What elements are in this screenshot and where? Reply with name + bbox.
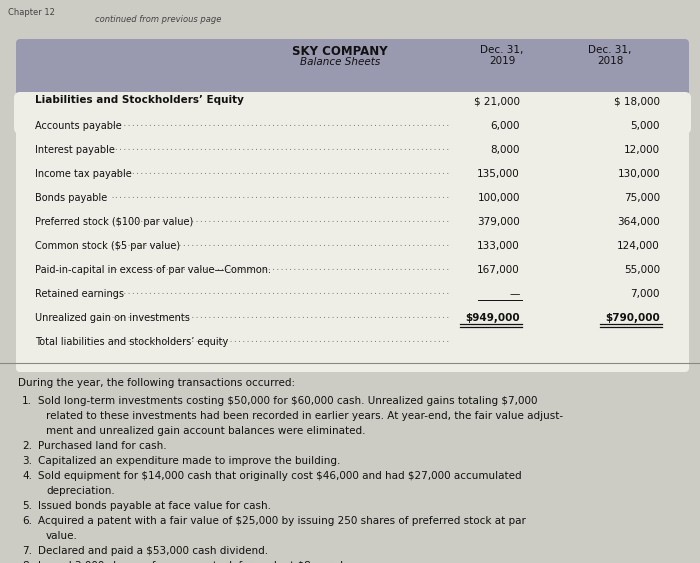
Text: Income tax payable: Income tax payable	[35, 169, 132, 179]
Text: ................................................................................: ........................................…	[110, 145, 450, 151]
Text: 1.: 1.	[22, 396, 32, 406]
Text: Retained earnings: Retained earnings	[35, 289, 124, 299]
Text: 6.: 6.	[22, 516, 32, 526]
Text: Dec. 31,: Dec. 31,	[588, 45, 631, 55]
Text: Preferred stock ($100 par value): Preferred stock ($100 par value)	[35, 217, 193, 227]
Text: 8,000: 8,000	[491, 145, 520, 155]
Text: Sold long-term investments costing $50,000 for $60,000 cash. Unrealized gains to: Sold long-term investments costing $50,0…	[38, 396, 538, 406]
Text: 8.: 8.	[22, 561, 32, 563]
FancyBboxPatch shape	[16, 39, 689, 117]
Text: Sold equipment for $14,000 cash that originally cost $46,000 and had $27,000 acc: Sold equipment for $14,000 cash that ori…	[38, 471, 522, 481]
Text: —: —	[510, 289, 520, 299]
Text: $ 18,000: $ 18,000	[614, 97, 660, 107]
Text: Issued 3,000 shares of common stock for cash at $8 per share.: Issued 3,000 shares of common stock for …	[38, 561, 367, 563]
Text: 135,000: 135,000	[477, 169, 520, 179]
FancyBboxPatch shape	[16, 39, 689, 372]
Text: ment and unrealized gain account balances were eliminated.: ment and unrealized gain account balance…	[46, 426, 365, 436]
Text: 100,000: 100,000	[477, 193, 520, 203]
Text: $ 21,000: $ 21,000	[474, 97, 520, 107]
Text: Balance Sheets: Balance Sheets	[300, 57, 380, 67]
Text: Acquired a patent with a fair value of $25,000 by issuing 250 shares of preferre: Acquired a patent with a fair value of $…	[38, 516, 526, 526]
Text: 2.: 2.	[22, 441, 32, 451]
Text: $949,000: $949,000	[466, 313, 520, 323]
Text: ................................................................................: ........................................…	[110, 169, 450, 175]
Text: Declared and paid a $53,000 cash dividend.: Declared and paid a $53,000 cash dividen…	[38, 546, 268, 556]
Text: Liabilities and Stockholders’ Equity: Liabilities and Stockholders’ Equity	[35, 95, 244, 105]
Text: value.: value.	[46, 531, 78, 541]
Text: ................................................................................: ........................................…	[110, 265, 450, 271]
Text: 2019: 2019	[489, 56, 515, 66]
Text: Purchased land for cash.: Purchased land for cash.	[38, 441, 167, 451]
Text: 2018: 2018	[597, 56, 623, 66]
Text: ................................................................................: ........................................…	[110, 241, 450, 247]
Text: Chapter 12: Chapter 12	[8, 8, 55, 17]
Text: $790,000: $790,000	[606, 313, 660, 323]
Text: 7.: 7.	[22, 546, 32, 556]
Text: 3.: 3.	[22, 456, 32, 466]
Text: ................................................................................: ........................................…	[110, 121, 450, 127]
Text: Dec. 31,: Dec. 31,	[480, 45, 524, 55]
Text: Capitalized an expenditure made to improve the building.: Capitalized an expenditure made to impro…	[38, 456, 340, 466]
Text: 75,000: 75,000	[624, 193, 660, 203]
Text: 4.: 4.	[22, 471, 32, 481]
Text: 379,000: 379,000	[477, 217, 520, 227]
Text: ................................................................................: ........................................…	[110, 313, 450, 319]
Text: 6,000: 6,000	[491, 121, 520, 131]
Text: related to these investments had been recorded in earlier years. At year-end, th: related to these investments had been re…	[46, 411, 563, 421]
Text: Total liabilities and stockholders’ equity: Total liabilities and stockholders’ equi…	[35, 337, 228, 347]
Text: Unrealized gain on investments: Unrealized gain on investments	[35, 313, 190, 323]
Text: Issued bonds payable at face value for cash.: Issued bonds payable at face value for c…	[38, 501, 271, 511]
Text: SKY COMPANY: SKY COMPANY	[292, 45, 388, 58]
Text: 167,000: 167,000	[477, 265, 520, 275]
Text: Paid-in-capital in excess of par value—Common.: Paid-in-capital in excess of par value—C…	[35, 265, 271, 275]
Text: 364,000: 364,000	[617, 217, 660, 227]
Text: Bonds payable: Bonds payable	[35, 193, 107, 203]
Text: continued from previous page: continued from previous page	[95, 15, 221, 24]
FancyBboxPatch shape	[14, 92, 691, 134]
Text: ................................................................................: ........................................…	[110, 289, 450, 295]
Text: 55,000: 55,000	[624, 265, 660, 275]
Text: 5.: 5.	[22, 501, 32, 511]
Text: ................................................................................: ........................................…	[110, 193, 450, 199]
Text: Accounts payable: Accounts payable	[35, 121, 122, 131]
Text: 133,000: 133,000	[477, 241, 520, 251]
Text: ................................................................................: ........................................…	[110, 337, 450, 343]
Text: 5,000: 5,000	[631, 121, 660, 131]
Text: Interest payable: Interest payable	[35, 145, 115, 155]
Text: ................................................................................: ........................................…	[110, 217, 450, 223]
Text: depreciation.: depreciation.	[46, 486, 115, 496]
Text: During the year, the following transactions occurred:: During the year, the following transacti…	[18, 378, 295, 388]
Text: 124,000: 124,000	[617, 241, 660, 251]
Text: 130,000: 130,000	[617, 169, 660, 179]
Text: 7,000: 7,000	[631, 289, 660, 299]
Text: 12,000: 12,000	[624, 145, 660, 155]
Text: Common stock ($5 par value): Common stock ($5 par value)	[35, 241, 180, 251]
